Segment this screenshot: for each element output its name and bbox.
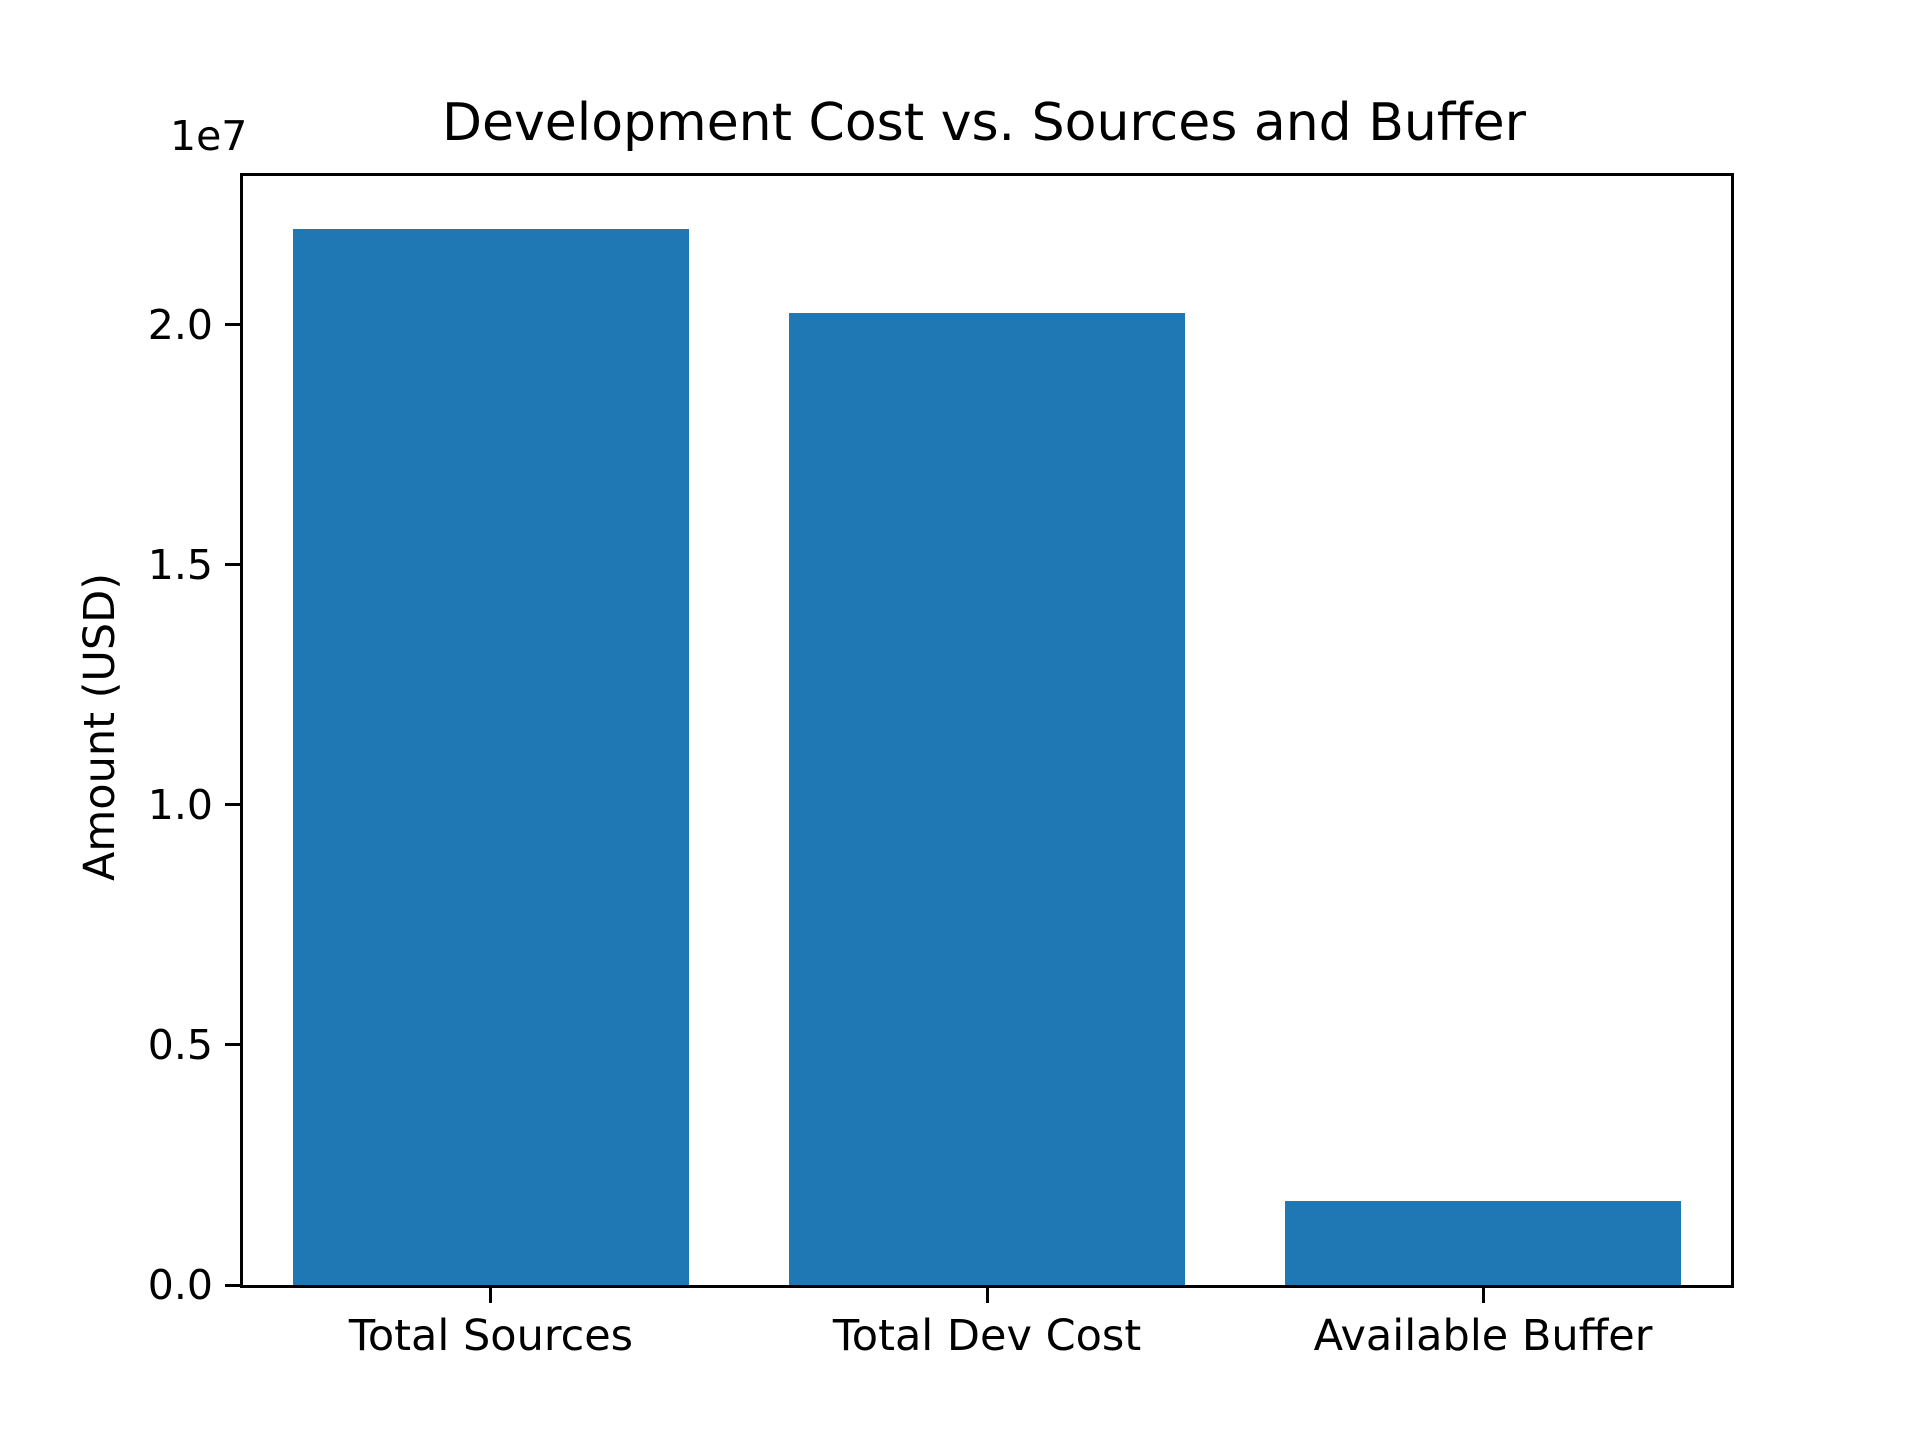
y-tick-mark	[225, 323, 240, 327]
bar-total-sources	[292, 228, 690, 1285]
y-tick-label-1.5: 1.5	[147, 540, 213, 589]
y-axis-offset-text: 1e7	[170, 112, 248, 160]
bar-available-buffer	[1284, 1201, 1682, 1285]
y-tick-label-0.0: 0.0	[147, 1261, 213, 1309]
y-tick-mark	[225, 1043, 240, 1047]
x-tick-label-available-buffer: Available Buffer	[1313, 1311, 1653, 1361]
y-tick-mark	[225, 803, 240, 807]
x-tick-mark	[489, 1288, 493, 1303]
y-tick-label-1.0: 1.0	[147, 780, 213, 829]
bar-total-dev-cost	[788, 312, 1186, 1285]
x-tick-label-total-sources: Total Sources	[348, 1311, 634, 1361]
y-axis-label: Amount (USD)	[75, 572, 125, 882]
x-tick-mark	[985, 1288, 989, 1303]
y-tick-mark	[225, 1283, 240, 1287]
chart-title: Development Cost vs. Sources and Buffer	[441, 93, 1527, 153]
plot-area: Total Sources Total Dev Cost Available Buf…	[148, 173, 1734, 1361]
x-tick-mark	[1481, 1288, 1485, 1303]
x-tick-label-total-dev-cost: Total Dev Cost	[832, 1311, 1142, 1361]
y-tick-label-0.5: 0.5	[147, 1020, 213, 1069]
y-tick-mark	[225, 563, 240, 567]
y-tick-label-2.0: 2.0	[147, 300, 213, 349]
